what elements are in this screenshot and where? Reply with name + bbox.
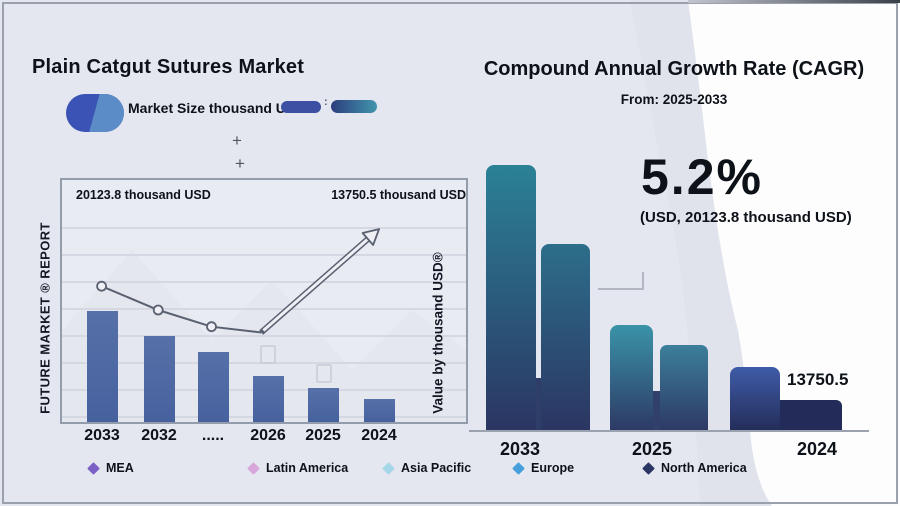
cagr-group-2024 — [730, 367, 842, 432]
cagr-bar-joint — [653, 391, 660, 432]
trend-line — [101, 285, 262, 334]
region-legend: MEA Latin America Asia Pacific Europe North … — [0, 461, 900, 485]
legend-diamond-icon — [642, 461, 655, 475]
legend-item-mea: MEA — [87, 461, 134, 475]
brand-pill-icon — [66, 94, 124, 132]
legend-label: Europe — [531, 461, 575, 475]
legend-label: Asia Pacific — [401, 461, 472, 475]
market-bar-2024 — [363, 399, 395, 422]
cagr-x-label: 2033 — [499, 439, 541, 459]
start-value-label: 20123.8 thousand USD — [76, 188, 211, 202]
market-bar-2032 — [143, 336, 175, 422]
future-market-report-watermark: FUTURE MARKET ® REPORT — [37, 222, 53, 414]
decor-pill-solid — [281, 101, 321, 113]
legend-item-europe: Europe — [512, 461, 575, 475]
market-x-axis-labels: 2033 2032..... 2026 2025 2024 — [60, 427, 468, 447]
market-bar-2026 — [252, 376, 284, 422]
cagr-end-value: 13750.5 — [787, 370, 849, 389]
cagr-group-2025 — [610, 325, 708, 432]
market-x-label: 2025 — [305, 427, 341, 444]
trend-line-arrow — [96, 228, 381, 335]
arrow-head — [361, 228, 381, 246]
clipboard-watermark-icon — [260, 345, 276, 364]
decor-pill-gradient — [331, 100, 377, 113]
cagr-note: (USD, 20123.8 thousand USD) — [640, 209, 852, 226]
cagr-bar-secondary-2024 — [780, 400, 842, 432]
cagr-x-label: 2024 — [796, 439, 838, 459]
cagr-x-label: 2025 — [631, 439, 673, 459]
y-axis-label: Value by thousand USD® — [430, 252, 446, 414]
brand-pill-icon-highlight — [89, 94, 124, 132]
plus-mark-1: + — [232, 131, 242, 150]
market-x-label: 2024 — [361, 427, 397, 444]
market-bar-..... — [197, 352, 229, 422]
market-bar-2025 — [307, 388, 339, 422]
market-x-label: 2026 — [250, 427, 286, 444]
legend-item-asia-pacific: Asia Pacific — [382, 461, 472, 475]
legend-diamond-icon — [87, 461, 100, 475]
cagr-title: Compound Annual Growth Rate (CAGR) — [483, 58, 865, 80]
cagr-bar-primary-2025 — [610, 325, 653, 432]
legend-label: MEA — [106, 461, 134, 475]
market-chart-panel: 20123.8 thousand USD 13750.5 thousand US… — [60, 178, 468, 424]
arrow-shaft-inner — [262, 237, 369, 332]
market-x-label: 2033 — [84, 427, 120, 444]
legend-label: Latin America — [266, 461, 349, 475]
cagr-group-2033 — [486, 165, 590, 432]
legend-diamond-icon — [382, 461, 395, 475]
legend-diamond-icon — [512, 461, 525, 475]
trend-marker — [206, 321, 217, 333]
market-bar-2033 — [86, 311, 118, 422]
step-line-decoration — [598, 272, 644, 290]
plus-mark-2: + — [235, 154, 245, 173]
market-x-label: 2032 — [141, 427, 177, 444]
clipboard-watermark-icon — [316, 364, 332, 383]
legend-item-north-america: North America — [642, 461, 747, 475]
end-value-label: 13750.5 thousand USD — [331, 188, 466, 202]
legend-label: North America — [661, 461, 747, 475]
legend-item-latin-america: Latin America — [247, 461, 349, 475]
market-x-label: ..... — [201, 427, 225, 444]
top-edge-strip — [688, 0, 900, 3]
legend-diamond-icon — [247, 461, 260, 475]
page-title: Plain Catgut Sutures Market — [32, 56, 305, 78]
cagr-bar-primary-2024 — [730, 367, 780, 432]
cagr-bar-secondary-2033 — [541, 244, 590, 432]
trend-marker — [96, 280, 107, 292]
cagr-bar-primary-2033 — [486, 165, 536, 432]
trend-marker — [152, 304, 164, 316]
pill-separator: : — [324, 96, 328, 108]
cagr-bar-secondary-2025 — [660, 345, 708, 432]
cagr-subtitle: From: 2025-2033 — [620, 92, 728, 107]
cagr-percentage: 5.2% — [641, 149, 763, 205]
cagr-x-axis-line — [469, 430, 869, 432]
market-size-label: Market Size thousand USD — [128, 100, 306, 116]
cagr-bar-joint — [536, 378, 541, 432]
market-bars — [62, 180, 466, 422]
